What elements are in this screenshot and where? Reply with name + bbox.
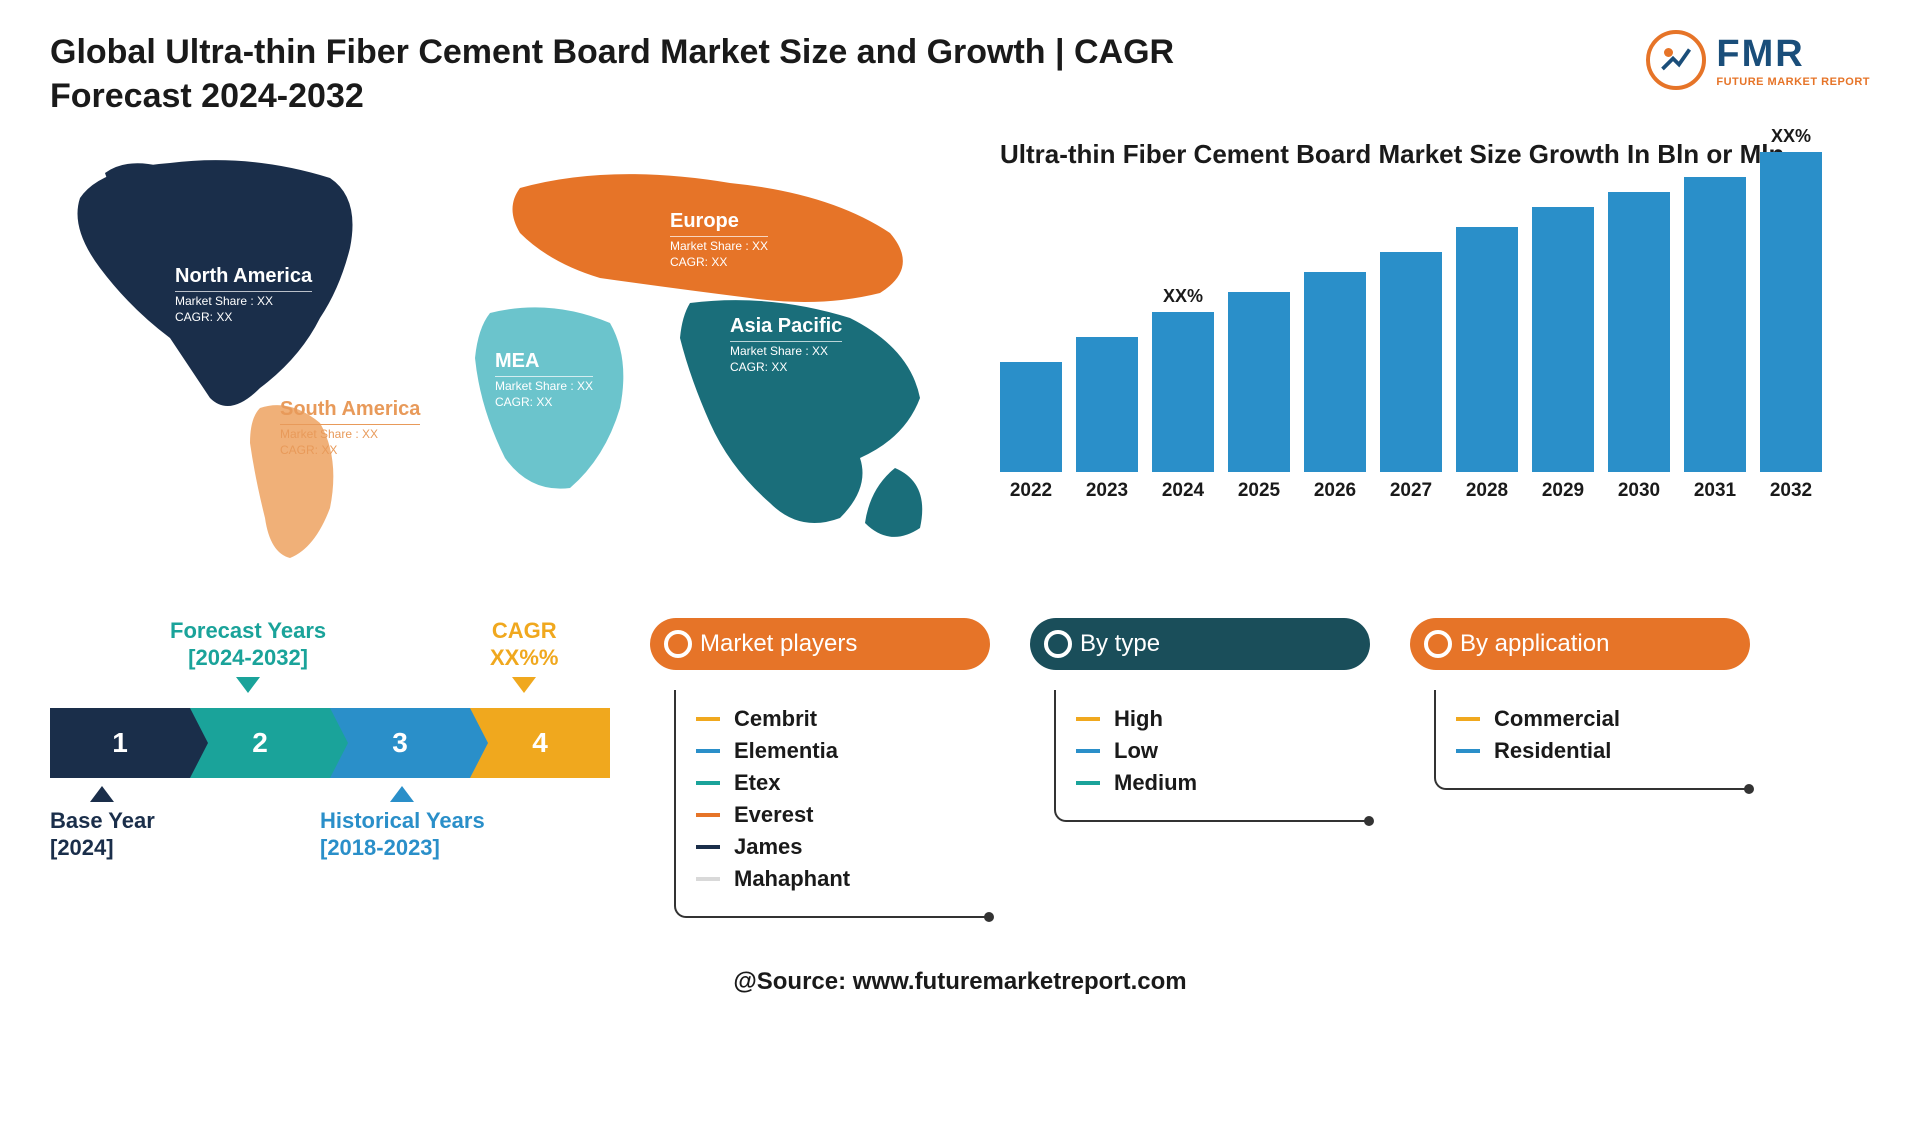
tick-icon <box>696 781 720 785</box>
list-item: Residential <box>1456 738 1740 764</box>
logo-sub-text: FUTURE MARKET REPORT <box>1716 76 1870 88</box>
list-item: Elementia <box>696 738 980 764</box>
bar-year-label: 2026 <box>1314 480 1356 502</box>
list-item: Mahaphant <box>696 866 980 892</box>
bar-year-label: 2022 <box>1010 480 1052 502</box>
timeline-infographic: Forecast Years[2024-2032] CAGRXX%% 1234 … <box>50 618 610 896</box>
timeline-segment-4: 4 <box>470 708 610 778</box>
timeline-segment-3: 3 <box>330 708 470 778</box>
by-application-column: By application Commercial Residential <box>1410 618 1750 790</box>
bar-rect <box>1456 227 1518 472</box>
cagr-label: CAGRXX%% <box>490 618 558 693</box>
bar-rect <box>1684 177 1746 472</box>
bar-year-label: 2030 <box>1618 480 1660 502</box>
bar-rect <box>1076 337 1138 472</box>
mea-label: MEA Market Share : XX CAGR: XX <box>495 348 593 410</box>
forecast-years-label: Forecast Years[2024-2032] <box>170 618 326 693</box>
bar-year-label: 2025 <box>1238 480 1280 502</box>
source-footer: @Source: www.futuremarketreport.com <box>50 968 1870 996</box>
tick-icon <box>1076 749 1100 753</box>
bar-2025: 2025 <box>1228 266 1290 502</box>
bar-year-label: 2027 <box>1390 480 1432 502</box>
bar-2024: XX% 2024 <box>1152 286 1214 502</box>
historical-years-label: Historical Years[2018-2023] <box>320 786 485 861</box>
base-year-label: Base Year[2024] <box>50 786 155 861</box>
bar-2029: 2029 <box>1532 181 1594 502</box>
by-type-pill: By type <box>1030 618 1370 670</box>
market-players-pill: Market players <box>650 618 990 670</box>
tick-icon <box>696 717 720 721</box>
list-item-label: High <box>1114 706 1163 732</box>
ap-label: Asia Pacific Market Share : XX CAGR: XX <box>730 313 842 375</box>
bar-annotation: XX% <box>1163 286 1203 308</box>
bar-rect <box>1380 252 1442 472</box>
tick-icon <box>1076 717 1100 721</box>
bar-2032: XX% 2032 <box>1760 126 1822 502</box>
tick-icon <box>1456 749 1480 753</box>
logo-main-text: FMR <box>1716 33 1870 76</box>
bar-annotation: XX% <box>1771 126 1811 148</box>
by-type-column: By type High Low Medium <box>1030 618 1370 822</box>
list-item: Low <box>1076 738 1360 764</box>
world-map: North America Market Share : XX CAGR: XX… <box>50 138 970 568</box>
na-label: North America Market Share : XX CAGR: XX <box>175 263 312 325</box>
list-item: James <box>696 834 980 860</box>
list-item: Medium <box>1076 770 1360 796</box>
growth-bar-chart: Ultra-thin Fiber Cement Board Market Siz… <box>1000 138 1870 568</box>
list-item-label: Elementia <box>734 738 838 764</box>
bar-2027: 2027 <box>1380 226 1442 502</box>
bar-2026: 2026 <box>1304 246 1366 502</box>
telescope-icon <box>1646 30 1706 90</box>
bar-year-label: 2031 <box>1694 480 1736 502</box>
bar-rect <box>1304 272 1366 472</box>
bar-2031: 2031 <box>1684 151 1746 502</box>
bar-year-label: 2028 <box>1466 480 1508 502</box>
market-players-column: Market players Cembrit Elementia Etex Evere… <box>650 618 990 918</box>
list-item-label: Residential <box>1494 738 1611 764</box>
bar-rect <box>1152 312 1214 472</box>
fmr-logo: FMR FUTURE MARKET REPORT <box>1646 30 1870 90</box>
sa-label: South America Market Share : XX CAGR: XX <box>280 396 420 458</box>
list-item-label: James <box>734 834 803 860</box>
bar-rect <box>1608 192 1670 472</box>
list-item: Etex <box>696 770 980 796</box>
bar-2030: 2030 <box>1608 166 1670 502</box>
bar-2022: 2022 <box>1000 336 1062 502</box>
bar-2028: 2028 <box>1456 201 1518 502</box>
tick-icon <box>1456 717 1480 721</box>
timeline-segment-1: 1 <box>50 708 190 778</box>
tick-icon <box>696 877 720 881</box>
bar-rect <box>1228 292 1290 472</box>
list-item-label: Cembrit <box>734 706 817 732</box>
list-item: Commercial <box>1456 706 1740 732</box>
bar-year-label: 2032 <box>1770 480 1812 502</box>
bar-2023: 2023 <box>1076 311 1138 502</box>
bar-rect <box>1000 362 1062 472</box>
list-item: High <box>1076 706 1360 732</box>
bar-rect <box>1760 152 1822 472</box>
list-item-label: Everest <box>734 802 814 828</box>
list-item-label: Medium <box>1114 770 1197 796</box>
eu-label: Europe Market Share : XX CAGR: XX <box>670 208 768 270</box>
list-item: Cembrit <box>696 706 980 732</box>
bar-year-label: 2024 <box>1162 480 1204 502</box>
tick-icon <box>696 813 720 817</box>
list-item-label: Low <box>1114 738 1158 764</box>
list-item-label: Commercial <box>1494 706 1620 732</box>
timeline-segment-2: 2 <box>190 708 330 778</box>
tick-icon <box>696 749 720 753</box>
bar-year-label: 2029 <box>1542 480 1584 502</box>
bar-rect <box>1532 207 1594 472</box>
by-application-pill: By application <box>1410 618 1750 670</box>
list-item-label: Etex <box>734 770 780 796</box>
tick-icon <box>1076 781 1100 785</box>
list-item-label: Mahaphant <box>734 866 850 892</box>
tick-icon <box>696 845 720 849</box>
bar-year-label: 2023 <box>1086 480 1128 502</box>
list-item: Everest <box>696 802 980 828</box>
page-title: Global Ultra-thin Fiber Cement Board Mar… <box>50 30 1250 118</box>
